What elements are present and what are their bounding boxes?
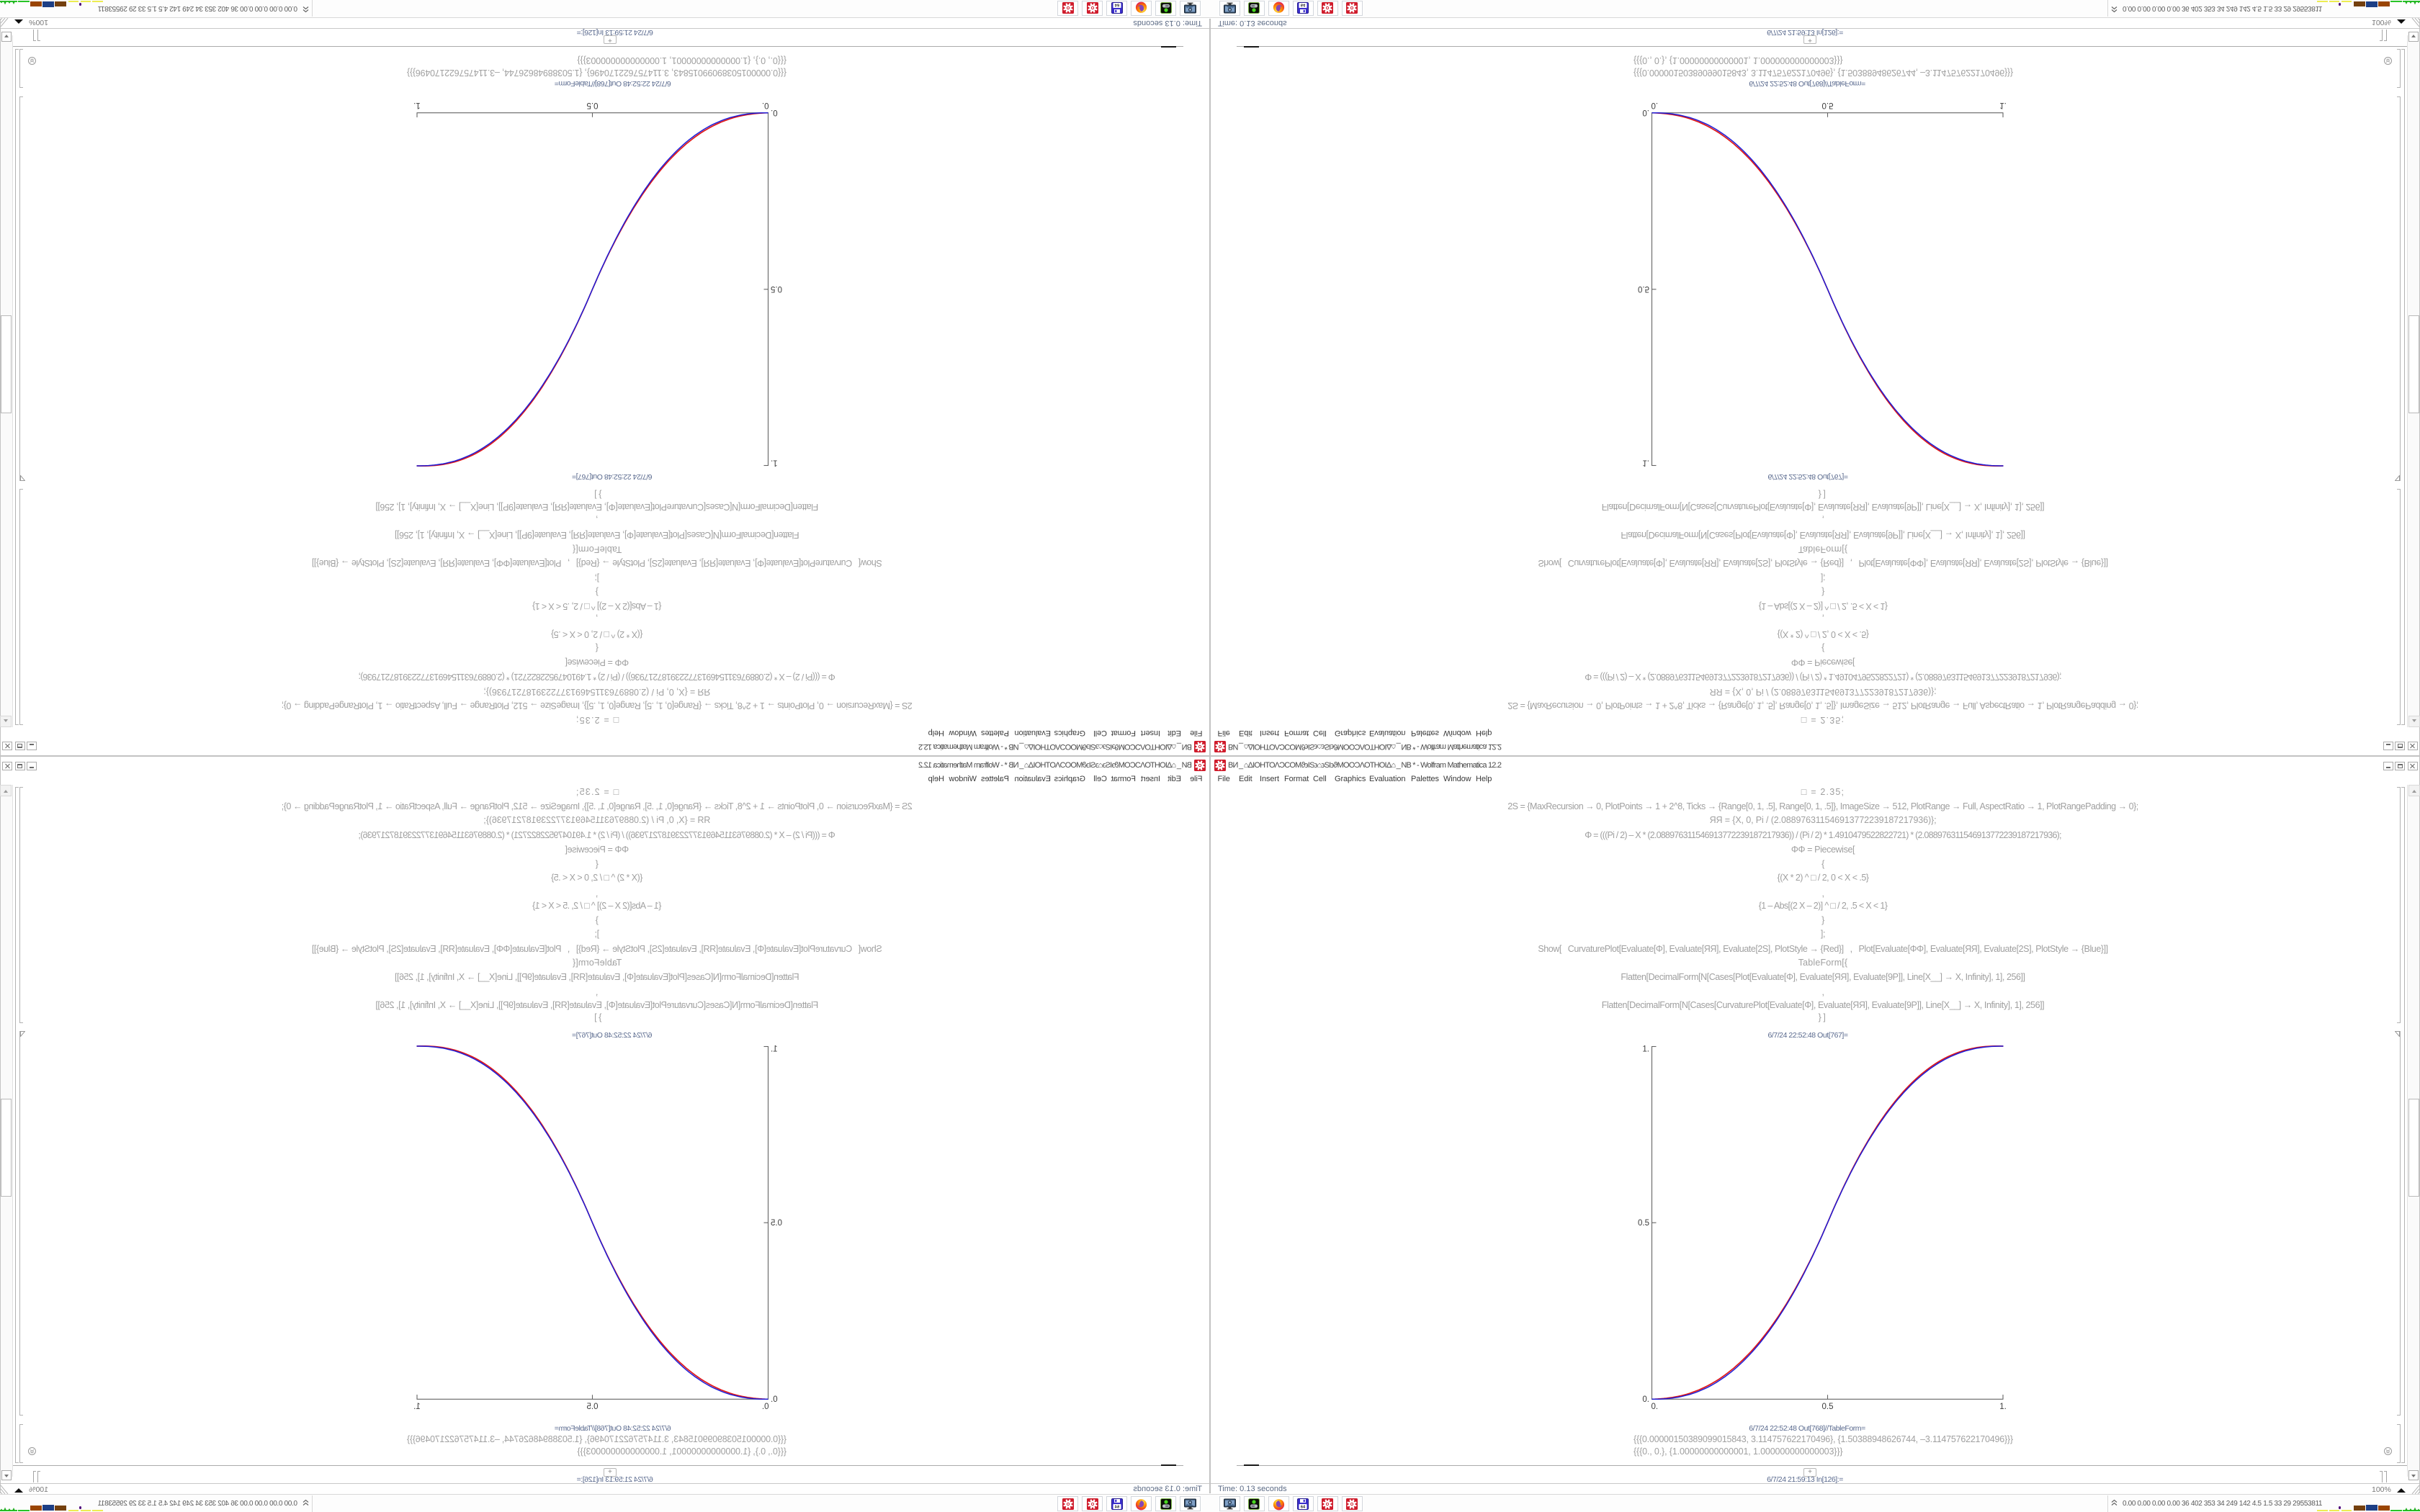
- svg-text:1.: 1.: [1642, 459, 1649, 467]
- svg-text:64: 64: [1114, 1506, 1119, 1510]
- svg-text:0.: 0.: [1642, 108, 1649, 117]
- svg-text:0.5: 0.5: [771, 1219, 782, 1228]
- svg-text:64: 64: [1301, 2, 1306, 6]
- svg-text:0.5: 0.5: [587, 1403, 599, 1411]
- svg-text:0.5: 0.5: [1638, 1219, 1649, 1228]
- svg-text:1.: 1.: [771, 459, 778, 467]
- svg-text:0.: 0.: [762, 1403, 769, 1411]
- svg-text:0.5: 0.5: [771, 284, 782, 293]
- svg-text:0.5: 0.5: [587, 101, 599, 109]
- svg-text:0.: 0.: [771, 1395, 778, 1404]
- svg-text:1.: 1.: [413, 101, 421, 109]
- svg-text:1.: 1.: [1999, 101, 2007, 109]
- svg-text:64: 64: [1114, 2, 1119, 6]
- svg-text:0.: 0.: [771, 108, 778, 117]
- svg-text:0.: 0.: [1642, 1395, 1649, 1404]
- svg-text:0.: 0.: [1652, 1403, 1659, 1411]
- svg-text:0.5: 0.5: [1822, 1403, 1834, 1411]
- svg-text:0.5: 0.5: [1822, 101, 1834, 109]
- svg-text:0.: 0.: [762, 101, 769, 109]
- svg-text:0.5: 0.5: [1638, 284, 1649, 293]
- svg-text:64: 64: [1301, 1506, 1306, 1510]
- svg-text:1.: 1.: [1642, 1045, 1649, 1054]
- svg-text:1.: 1.: [1999, 1403, 2007, 1411]
- svg-text:1.: 1.: [771, 1045, 778, 1054]
- svg-text:0.: 0.: [1652, 101, 1659, 109]
- svg-text:1.: 1.: [413, 1403, 421, 1411]
